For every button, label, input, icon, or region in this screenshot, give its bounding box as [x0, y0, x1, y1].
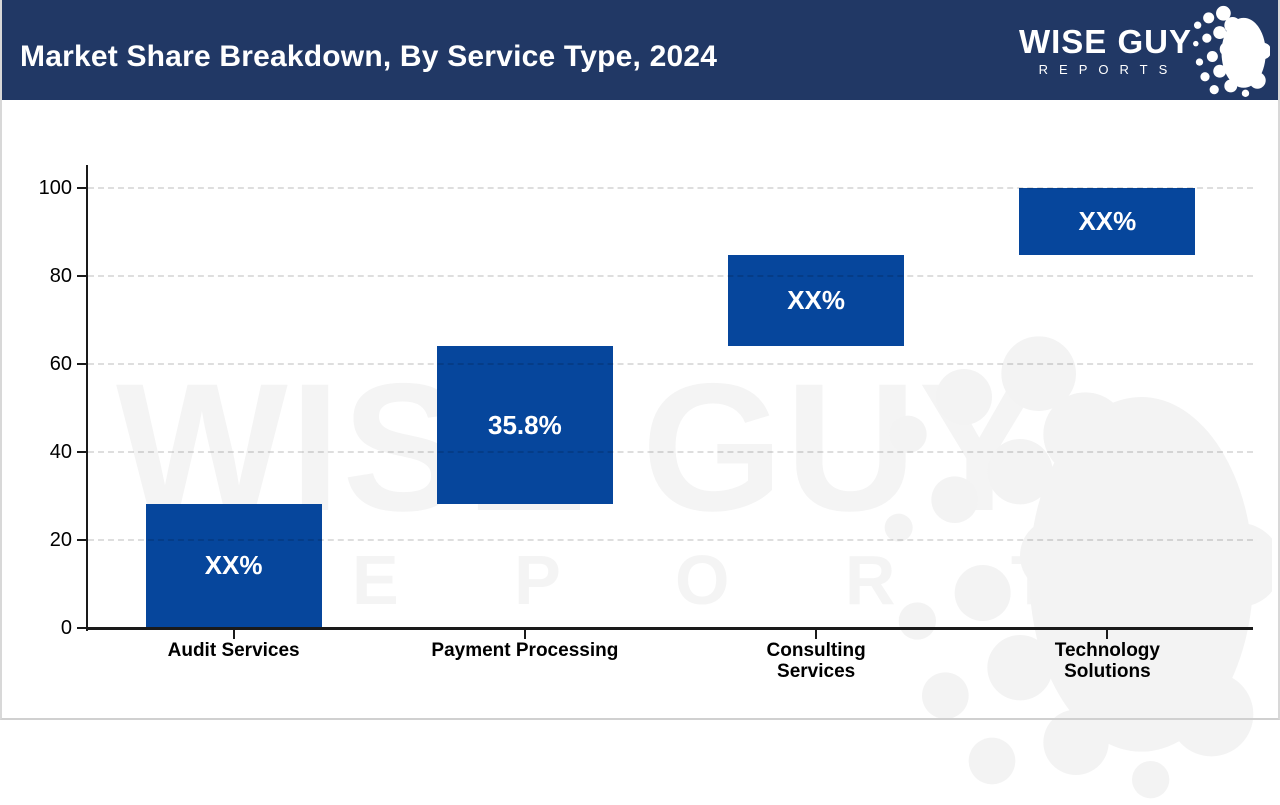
bar-payment-processing: 35.8%: [436, 346, 613, 504]
category-label-4: Technology Solutions: [1054, 640, 1160, 682]
bar-value-label: XX%: [204, 550, 263, 581]
bar-audit-services: XX%: [145, 503, 322, 628]
wiseguy-logo: WISE GUY REPORTS: [1019, 3, 1270, 97]
bar-technology-solutions: XX%: [1019, 188, 1196, 255]
y-tick-100: [77, 187, 86, 189]
x-tick-2: [523, 630, 526, 639]
gridline-80: [88, 275, 1253, 277]
app-header: Market Share Breakdown, By Service Type,…: [0, 0, 1280, 100]
y-tick-label-60: 60: [49, 353, 72, 375]
gridline-20: [88, 539, 1253, 541]
y-tick-80: [77, 275, 86, 277]
page-title: Market Share Breakdown, By Service Type,…: [20, 40, 718, 73]
x-tick-4: [1106, 630, 1109, 639]
bar-value-label: 35.8%: [488, 409, 562, 440]
chart-area: WISE GUY R E P O R T S: [0, 100, 1280, 799]
bar-value-label: XX%: [787, 285, 846, 316]
wiseguy-head-logo-icon: [1193, 5, 1270, 97]
category-label-1: Audit Services: [167, 640, 300, 661]
bar-consulting-services: XX%: [728, 254, 905, 347]
y-tick-label-40: 40: [49, 441, 72, 463]
y-tick-label-20: 20: [49, 529, 72, 551]
plot-region: XX% 35.8% XX% XX% 0 20 40 60 80 100 Audit Services…: [38, 165, 1253, 682]
category-label-2: Payment Processing: [431, 640, 619, 661]
y-tick-label-100: 100: [38, 177, 72, 199]
gridline-100: [88, 187, 1253, 189]
bar-value-label: XX%: [1078, 205, 1137, 236]
logo-subtext: REPORTS: [1038, 62, 1179, 77]
x-tick-1: [232, 630, 235, 639]
y-axis-line: [86, 165, 88, 631]
gridline-60: [88, 363, 1253, 365]
x-tick-3: [815, 630, 818, 639]
y-tick-20: [77, 539, 86, 541]
y-tick-60: [77, 363, 86, 365]
y-tick-label-80: 80: [49, 265, 72, 287]
x-axis-line: [86, 627, 1253, 630]
y-tick-label-0: 0: [60, 617, 72, 639]
logo-wordmark: WISE GUY: [1018, 23, 1192, 60]
gridline-40: [88, 451, 1253, 453]
category-label-3: Consulting Services: [766, 640, 866, 682]
y-tick-0: [77, 627, 86, 629]
y-tick-40: [77, 451, 86, 453]
logo-text-block: WISE GUY REPORTS: [1019, 25, 1192, 77]
